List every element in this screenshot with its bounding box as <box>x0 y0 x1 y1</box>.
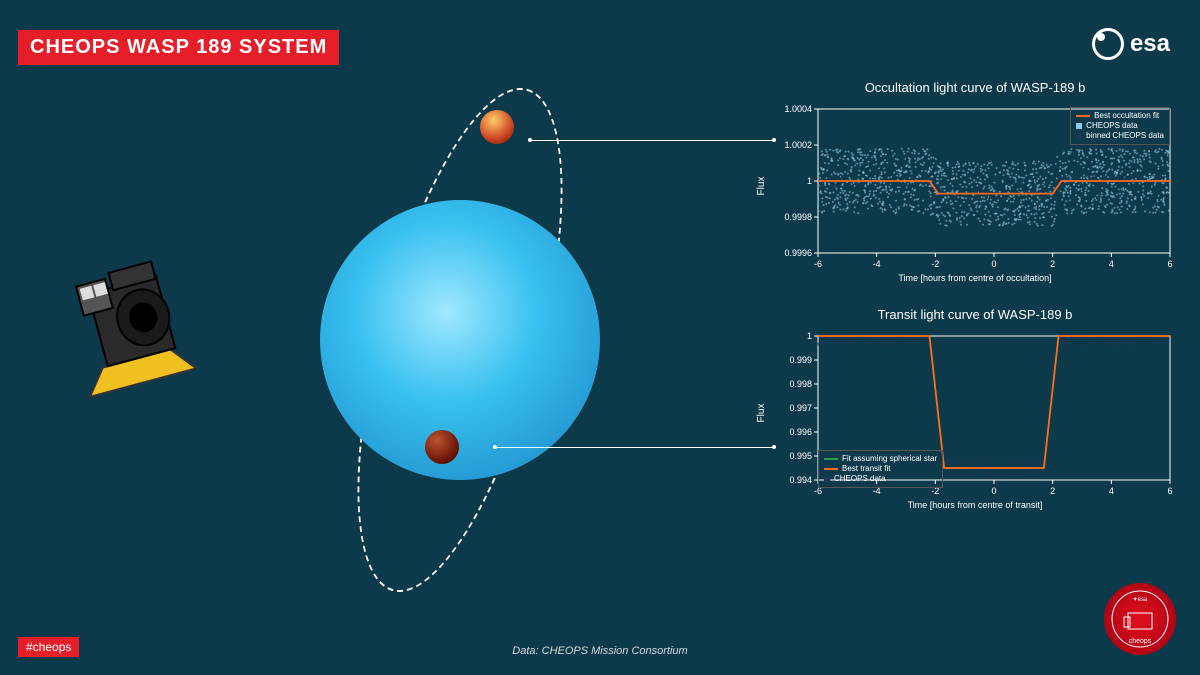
svg-text:6: 6 <box>1167 486 1172 496</box>
svg-text:2: 2 <box>1050 259 1055 269</box>
svg-text:6: 6 <box>1167 259 1172 269</box>
planet-transit <box>425 430 459 464</box>
svg-text:-4: -4 <box>873 259 881 269</box>
occultation-title: Occultation light curve of WASP-189 b <box>770 80 1180 95</box>
hashtag-badge: #cheops <box>18 637 79 657</box>
occ-xlabel: Time [hours from centre of occultation] <box>770 273 1180 283</box>
svg-text:-6: -6 <box>814 259 822 269</box>
occ-ylabel: Flux <box>756 177 767 196</box>
svg-text:4: 4 <box>1109 259 1114 269</box>
tran-ylabel: Flux <box>756 404 767 423</box>
svg-text:4: 4 <box>1109 486 1114 496</box>
svg-text:0.9996: 0.9996 <box>784 248 812 258</box>
svg-text:1.0002: 1.0002 <box>784 140 812 150</box>
cheops-mission-badge: ✦esa cheops <box>1104 583 1176 655</box>
data-credit: Data: CHEOPS Mission Consortium <box>512 645 687 657</box>
host-star <box>320 200 600 480</box>
svg-text:1: 1 <box>807 331 812 341</box>
tran-xlabel: Time [hours from centre of transit] <box>770 500 1180 510</box>
transit-chart: Transit light curve of WASP-189 b Flux -… <box>770 307 1180 510</box>
svg-text:0.994: 0.994 <box>789 475 812 485</box>
occultation-chart: Occultation light curve of WASP-189 b Fl… <box>770 80 1180 283</box>
pointer-occultation <box>530 140 774 141</box>
svg-text:-2: -2 <box>931 259 939 269</box>
svg-text:0.997: 0.997 <box>789 403 812 413</box>
charts-panel: Occultation light curve of WASP-189 b Fl… <box>770 80 1180 534</box>
svg-text:0: 0 <box>991 259 996 269</box>
svg-text:1.0004: 1.0004 <box>784 104 812 114</box>
tran-legend: Fit assuming spherical starBest transit … <box>818 450 943 488</box>
esa-ring-icon <box>1092 28 1124 60</box>
planet-occultation <box>480 110 514 144</box>
svg-text:0.998: 0.998 <box>789 379 812 389</box>
transit-title: Transit light curve of WASP-189 b <box>770 307 1180 322</box>
svg-text:cheops: cheops <box>1129 638 1152 645</box>
svg-text:0: 0 <box>991 486 996 496</box>
pointer-transit <box>495 447 774 448</box>
svg-text:0.996: 0.996 <box>789 427 812 437</box>
svg-text:0.995: 0.995 <box>789 451 812 461</box>
esa-logo: esa <box>1092 28 1170 60</box>
cheops-spacecraft-icon <box>50 230 200 400</box>
svg-text:0.999: 0.999 <box>789 355 812 365</box>
svg-text:1: 1 <box>807 176 812 186</box>
star-system-diagram <box>250 80 670 600</box>
svg-text:2: 2 <box>1050 486 1055 496</box>
svg-text:0.9998: 0.9998 <box>784 212 812 222</box>
occ-legend: Best occultation fitCHEOPS databinned CH… <box>1070 107 1170 145</box>
svg-text:✦esa: ✦esa <box>1133 596 1148 603</box>
esa-logo-text: esa <box>1130 30 1170 58</box>
title-banner: CHEOPS WASP 189 SYSTEM <box>18 30 339 65</box>
